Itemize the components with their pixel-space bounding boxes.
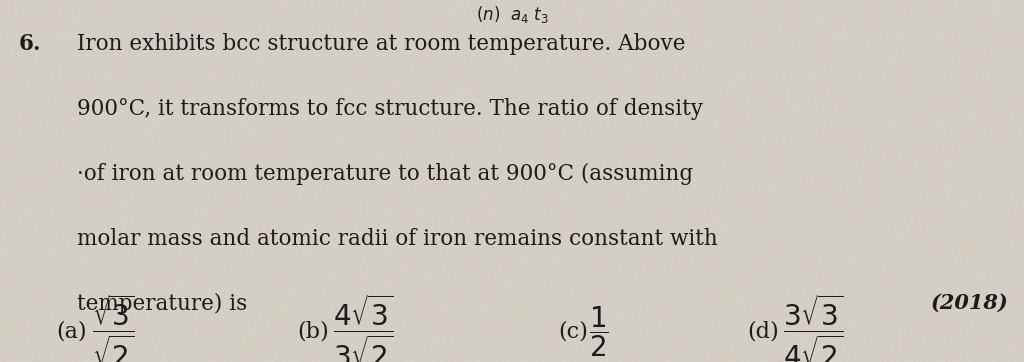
Text: (2018): (2018) [931,293,1009,313]
Text: temperature) is: temperature) is [77,293,247,315]
Text: $\dfrac{\sqrt{3}}{\sqrt{2}}$: $\dfrac{\sqrt{3}}{\sqrt{2}}$ [92,293,135,362]
Text: 900°C, it transforms to fcc structure. The ratio of density: 900°C, it transforms to fcc structure. T… [77,98,702,120]
Text: (c): (c) [558,320,588,342]
Text: $\dfrac{4\sqrt{3}}{3\sqrt{2}}$: $\dfrac{4\sqrt{3}}{3\sqrt{2}}$ [333,293,393,362]
Text: molar mass and atomic radii of iron remains constant with: molar mass and atomic radii of iron rema… [77,228,718,250]
Text: (a): (a) [56,320,87,342]
Text: Iron exhibits bcc structure at room temperature. Above: Iron exhibits bcc structure at room temp… [77,33,685,55]
Text: $\dfrac{3\sqrt{3}}{4\sqrt{2}}$: $\dfrac{3\sqrt{3}}{4\sqrt{2}}$ [783,293,844,362]
Text: 6.: 6. [18,33,41,55]
Text: $\dfrac{1}{2}$: $\dfrac{1}{2}$ [589,304,608,359]
Text: (b): (b) [297,320,329,342]
Text: $(n)\ \ a_4\ t_3$: $(n)\ \ a_4\ t_3$ [475,4,549,25]
Text: (d): (d) [748,320,779,342]
Text: ·of iron at room temperature to that at 900°C (assuming: ·of iron at room temperature to that at … [77,163,693,185]
